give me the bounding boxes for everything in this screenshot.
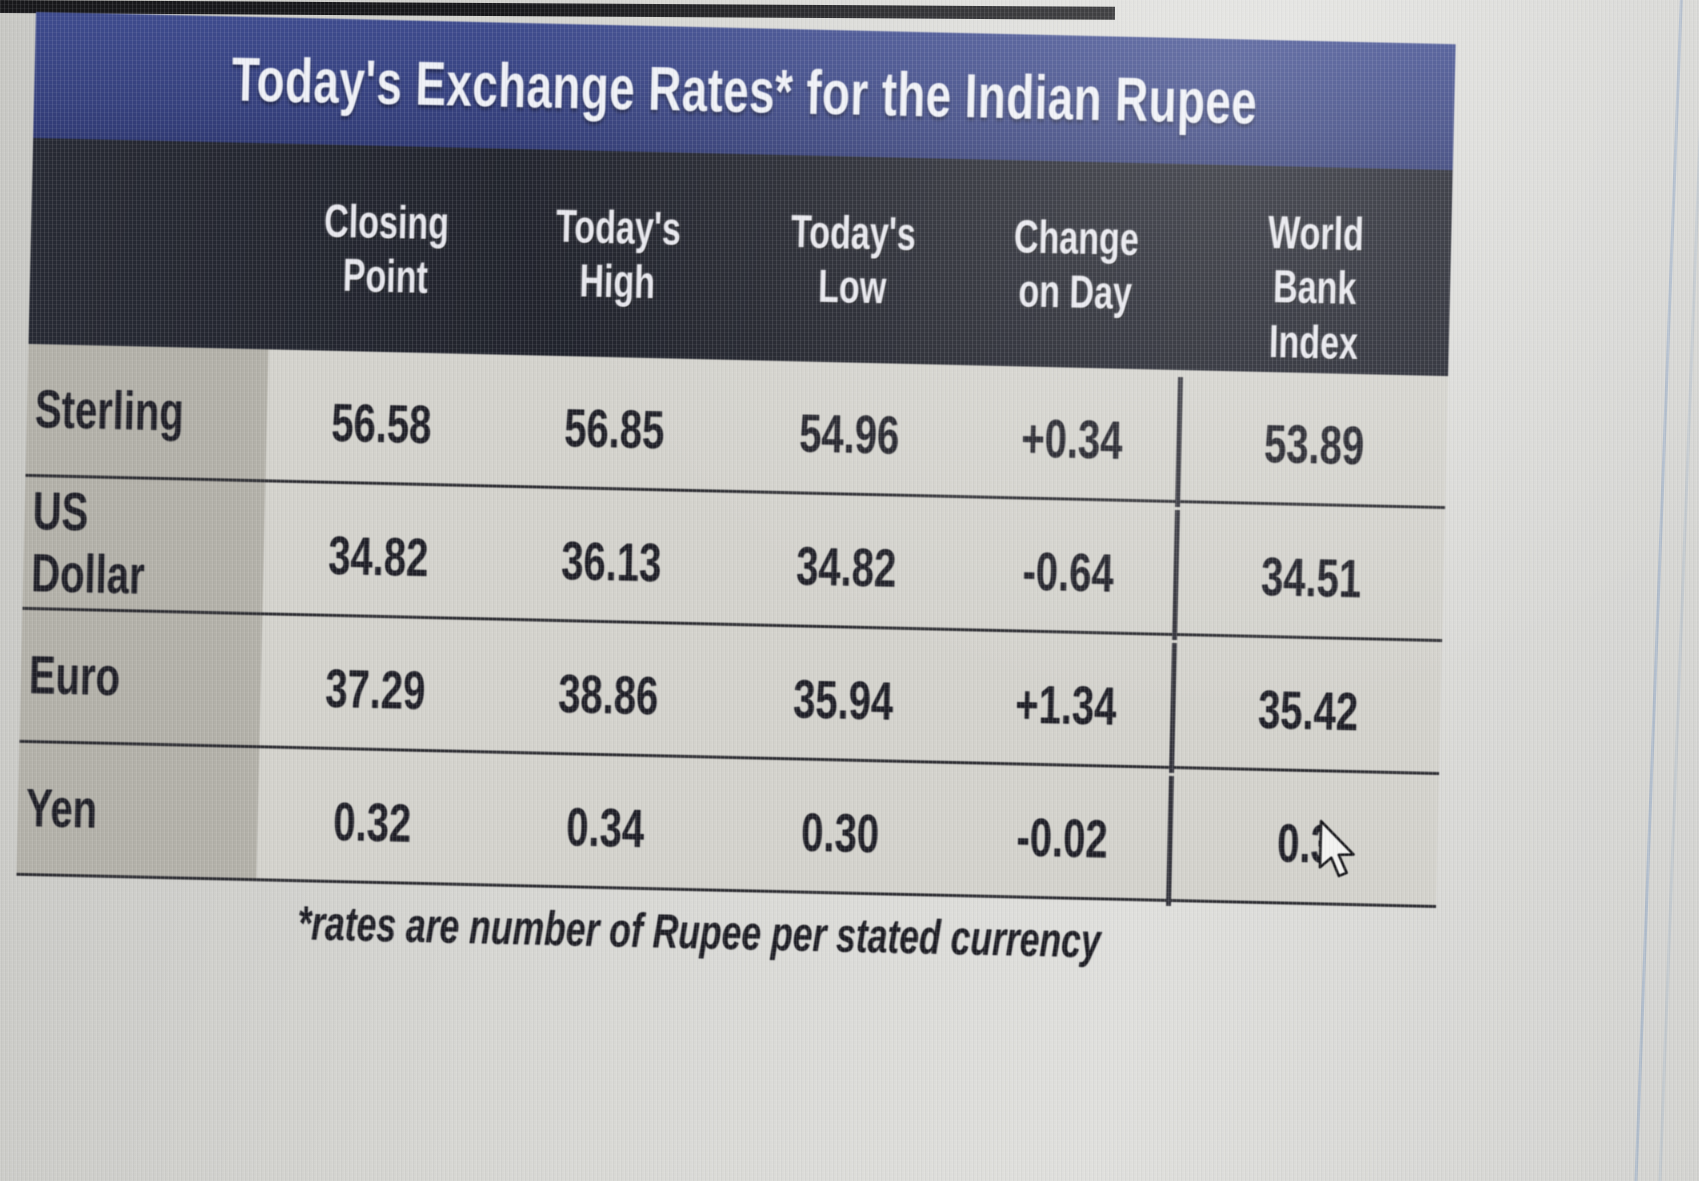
arrow-cursor-icon <box>1318 819 1355 878</box>
cell-change-on-day: +0.34 <box>1020 408 1123 471</box>
cell-closing-point: 0.32 <box>333 791 413 854</box>
cell-closing-point: 34.82 <box>328 525 430 589</box>
cell-change-on-day: +1.34 <box>1014 674 1117 737</box>
column-header-change-on-day: Change on Day <box>1013 209 1140 319</box>
cell-change-on-day: -0.64 <box>1022 541 1115 604</box>
cell-change-on-day: -0.02 <box>1016 807 1109 870</box>
screen-edge-line <box>1631 0 1684 1181</box>
column-header-currency <box>28 138 273 349</box>
cell-world-bank-index: 35.42 <box>1169 642 1442 780</box>
cell-todays-high: 56.85 <box>563 398 665 461</box>
screen-edge-line <box>1655 0 1699 1181</box>
cell-closing-point: 56.58 <box>331 392 433 456</box>
cell-todays-low: 0.30 <box>800 802 880 865</box>
cell-todays-high: 36.13 <box>560 531 662 594</box>
cell-world-bank-index: 34.51 <box>1172 509 1445 647</box>
mouse-cursor <box>1317 819 1358 882</box>
column-header-closing-point: Closing Point <box>323 194 450 303</box>
cell-closing-point: 37.29 <box>325 658 427 722</box>
cell-todays-low: 54.96 <box>798 403 900 466</box>
column-header-world-bank-index: World Bank Index <box>1267 206 1365 369</box>
row-label: Sterling <box>25 343 269 480</box>
table-body: Sterling 56.58 56.85 54.96 +0.34 53.89 U… <box>16 343 1449 912</box>
column-header-todays-high: Today's High <box>555 199 682 309</box>
row-label: US Dollar <box>22 476 266 613</box>
table-header-row: Closing Point Today's High Today's Low C… <box>28 137 1453 377</box>
row-label: Yen <box>16 742 260 879</box>
row-label: Euro <box>19 609 263 746</box>
table-title: Today's Exchange Rates* for the Indian R… <box>230 44 1258 138</box>
cell-world-bank-index: 0.3 <box>1166 775 1439 912</box>
table-footnote: *rates are number of Rupee per stated cu… <box>296 897 1102 969</box>
cell-todays-low: 35.94 <box>792 669 894 732</box>
cell-todays-low: 34.82 <box>795 536 897 599</box>
cell-todays-high: 0.34 <box>565 797 645 859</box>
cell-world-bank-index: 53.89 <box>1175 377 1448 514</box>
column-header-todays-low: Today's Low <box>790 204 917 314</box>
cell-todays-high: 38.86 <box>557 664 659 727</box>
exchange-rates-table: Today's Exchange Rates* for the Indian R… <box>15 12 1456 977</box>
